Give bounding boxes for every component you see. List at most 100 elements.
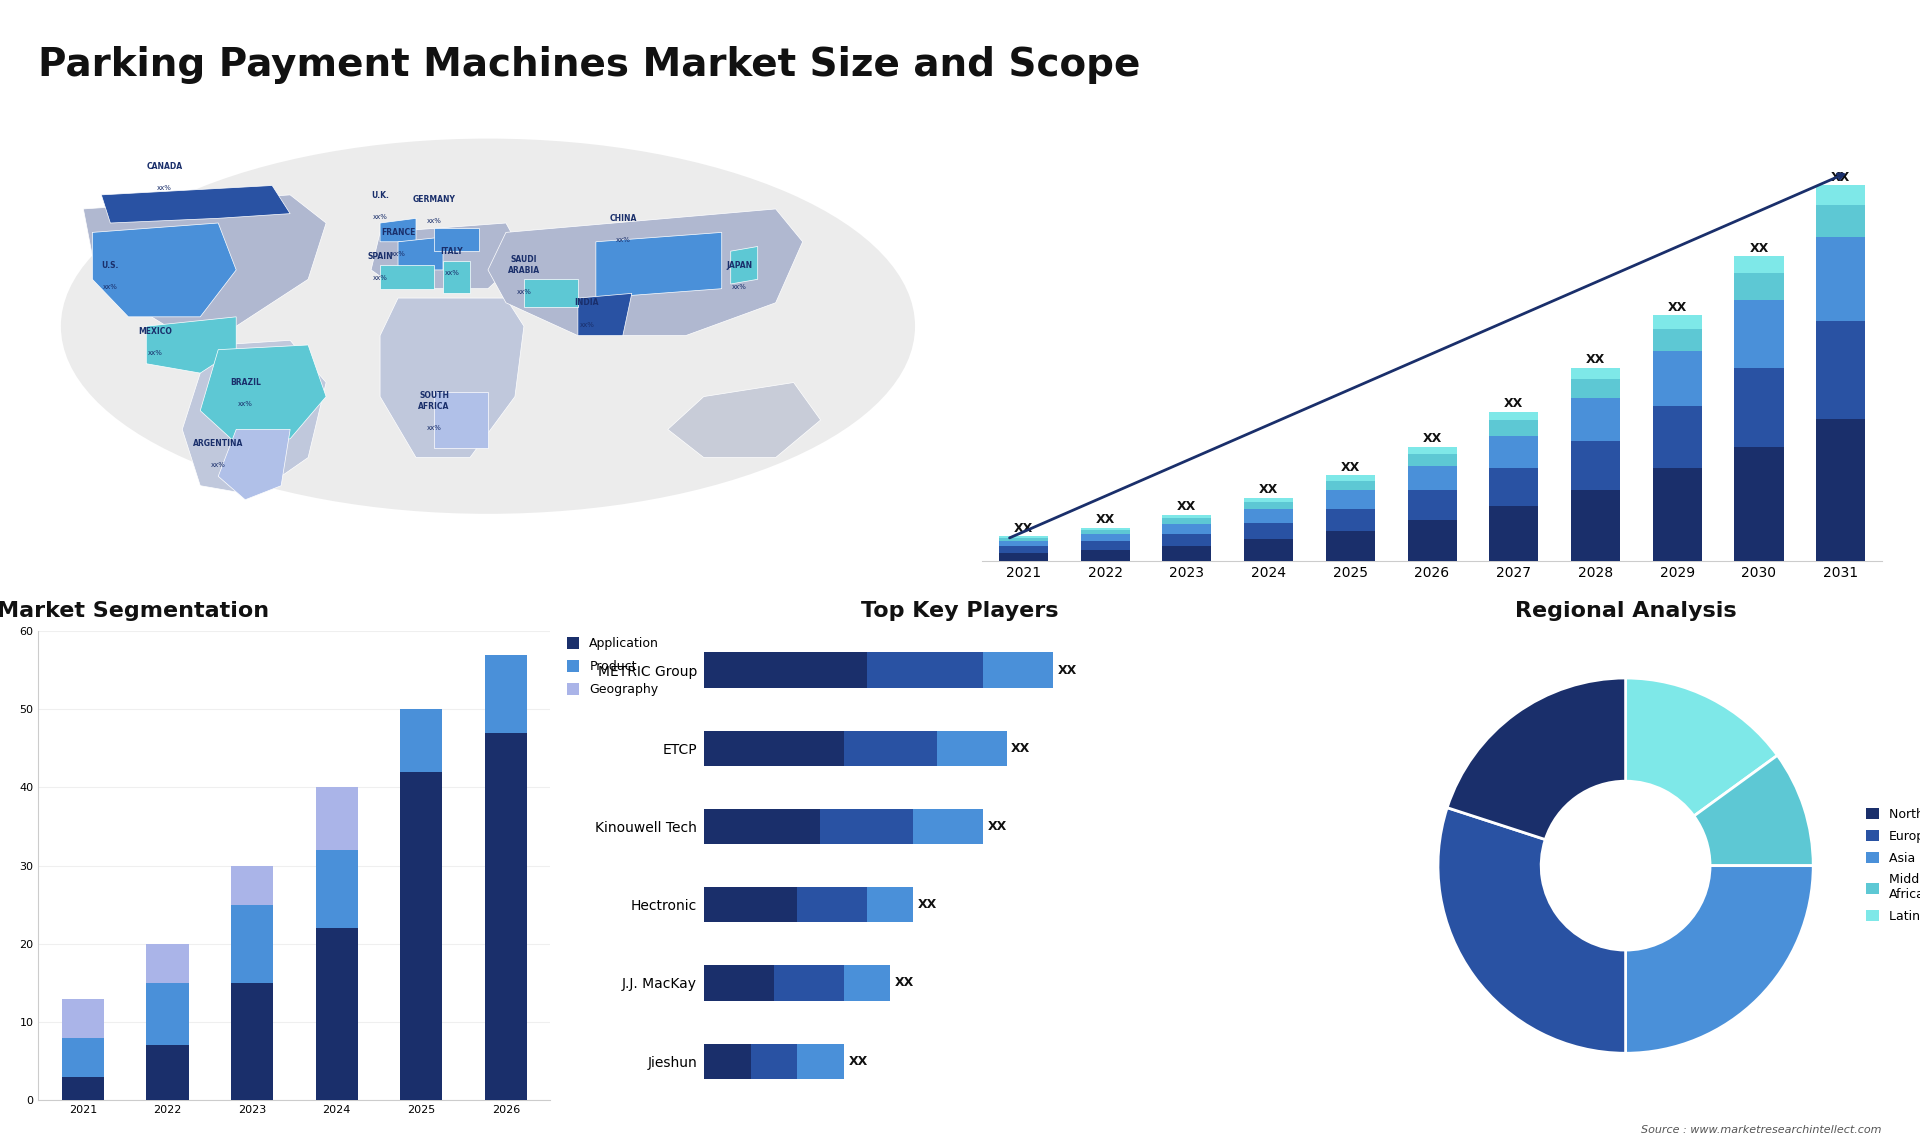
Bar (1244, 509, 1292, 523)
Bar (1327, 531, 1375, 560)
Polygon shape (444, 260, 470, 293)
Text: xx%: xx% (372, 213, 388, 220)
Bar (61, 998, 104, 1037)
Bar (1407, 465, 1457, 490)
Bar (315, 850, 357, 928)
Text: XX: XX (1177, 501, 1196, 513)
Bar (998, 541, 1048, 545)
Text: JAPAN: JAPAN (726, 261, 753, 270)
Bar (230, 865, 273, 904)
Bar (486, 732, 528, 1100)
Bar (146, 944, 188, 983)
Wedge shape (1448, 678, 1626, 840)
Bar (843, 965, 891, 1000)
Bar (1734, 257, 1784, 273)
Bar (705, 809, 820, 845)
Bar (399, 709, 442, 771)
Text: BRAZIL: BRAZIL (230, 378, 261, 387)
Bar (998, 552, 1048, 560)
Bar (1490, 469, 1538, 507)
Text: XX: XX (1096, 513, 1116, 526)
Bar (1571, 441, 1620, 490)
Text: xx%: xx% (238, 401, 253, 407)
Wedge shape (1438, 808, 1626, 1053)
Text: XX: XX (895, 976, 914, 989)
Text: MARKET
RESEARCH
INTELLECT: MARKET RESEARCH INTELLECT (1753, 39, 1828, 87)
Bar (1327, 476, 1375, 481)
Bar (705, 965, 774, 1000)
Bar (1081, 529, 1129, 534)
Polygon shape (434, 228, 478, 251)
Bar (705, 887, 797, 923)
Text: XX: XX (1586, 353, 1605, 366)
Text: U.K.: U.K. (371, 190, 390, 199)
Polygon shape (434, 392, 488, 448)
Bar (1244, 497, 1292, 502)
Bar (1816, 186, 1864, 204)
Bar (1816, 419, 1864, 560)
Bar (146, 983, 188, 1045)
Polygon shape (380, 265, 434, 289)
Bar (1244, 539, 1292, 560)
Text: MEXICO: MEXICO (138, 327, 173, 336)
Bar (1162, 534, 1212, 545)
Text: xx%: xx% (426, 219, 442, 225)
Text: INDIA: INDIA (574, 298, 599, 307)
Bar (1490, 421, 1538, 435)
Ellipse shape (61, 139, 916, 513)
Text: CANADA: CANADA (146, 163, 182, 172)
Polygon shape (524, 280, 578, 307)
Text: XX: XX (1014, 521, 1033, 535)
Text: SAUDI
ARABIA: SAUDI ARABIA (509, 256, 540, 275)
Text: U.S.: U.S. (102, 261, 119, 270)
Bar (1734, 300, 1784, 368)
Text: xx%: xx% (732, 284, 747, 290)
Wedge shape (1626, 678, 1778, 816)
Bar (1571, 398, 1620, 441)
Text: FRANCE: FRANCE (380, 228, 415, 237)
Bar (1081, 527, 1129, 529)
Bar (820, 809, 914, 845)
Bar (61, 1077, 104, 1100)
Text: XX: XX (1423, 432, 1442, 445)
Text: XX: XX (1503, 398, 1523, 410)
Bar (1571, 378, 1620, 398)
Polygon shape (146, 316, 236, 374)
Bar (1081, 541, 1129, 550)
Bar (797, 1044, 843, 1078)
Text: CHINA: CHINA (609, 214, 637, 223)
Polygon shape (1626, 40, 1734, 86)
Polygon shape (83, 195, 326, 336)
Bar (1653, 315, 1701, 329)
Bar (1327, 509, 1375, 531)
Text: XX: XX (989, 821, 1008, 833)
Bar (230, 904, 273, 983)
Text: ITALY: ITALY (442, 246, 463, 256)
Polygon shape (732, 246, 758, 284)
Bar (998, 537, 1048, 541)
Bar (61, 1037, 104, 1077)
Text: xx%: xx% (580, 322, 595, 328)
Text: ARGENTINA: ARGENTINA (194, 439, 244, 448)
Text: Source : www.marketresearchintellect.com: Source : www.marketresearchintellect.com (1642, 1124, 1882, 1135)
Bar (1327, 490, 1375, 509)
Polygon shape (92, 223, 236, 316)
Bar (1653, 329, 1701, 352)
Text: XX: XX (1340, 461, 1359, 473)
Wedge shape (1626, 865, 1812, 1053)
Text: xx%: xx% (516, 289, 532, 295)
Bar (399, 771, 442, 1100)
Bar (1571, 368, 1620, 378)
Text: GERMANY: GERMANY (413, 195, 455, 204)
Bar (998, 545, 1048, 552)
Text: xx%: xx% (157, 186, 171, 191)
Bar (1162, 545, 1212, 560)
Bar (1244, 502, 1292, 509)
Bar (1490, 435, 1538, 469)
Polygon shape (595, 233, 722, 298)
Bar (1490, 507, 1538, 560)
Text: XX: XX (849, 1054, 868, 1068)
Text: xx%: xx% (148, 350, 163, 355)
Text: xx%: xx% (426, 425, 442, 431)
Text: Market Segmentation: Market Segmentation (0, 602, 269, 621)
